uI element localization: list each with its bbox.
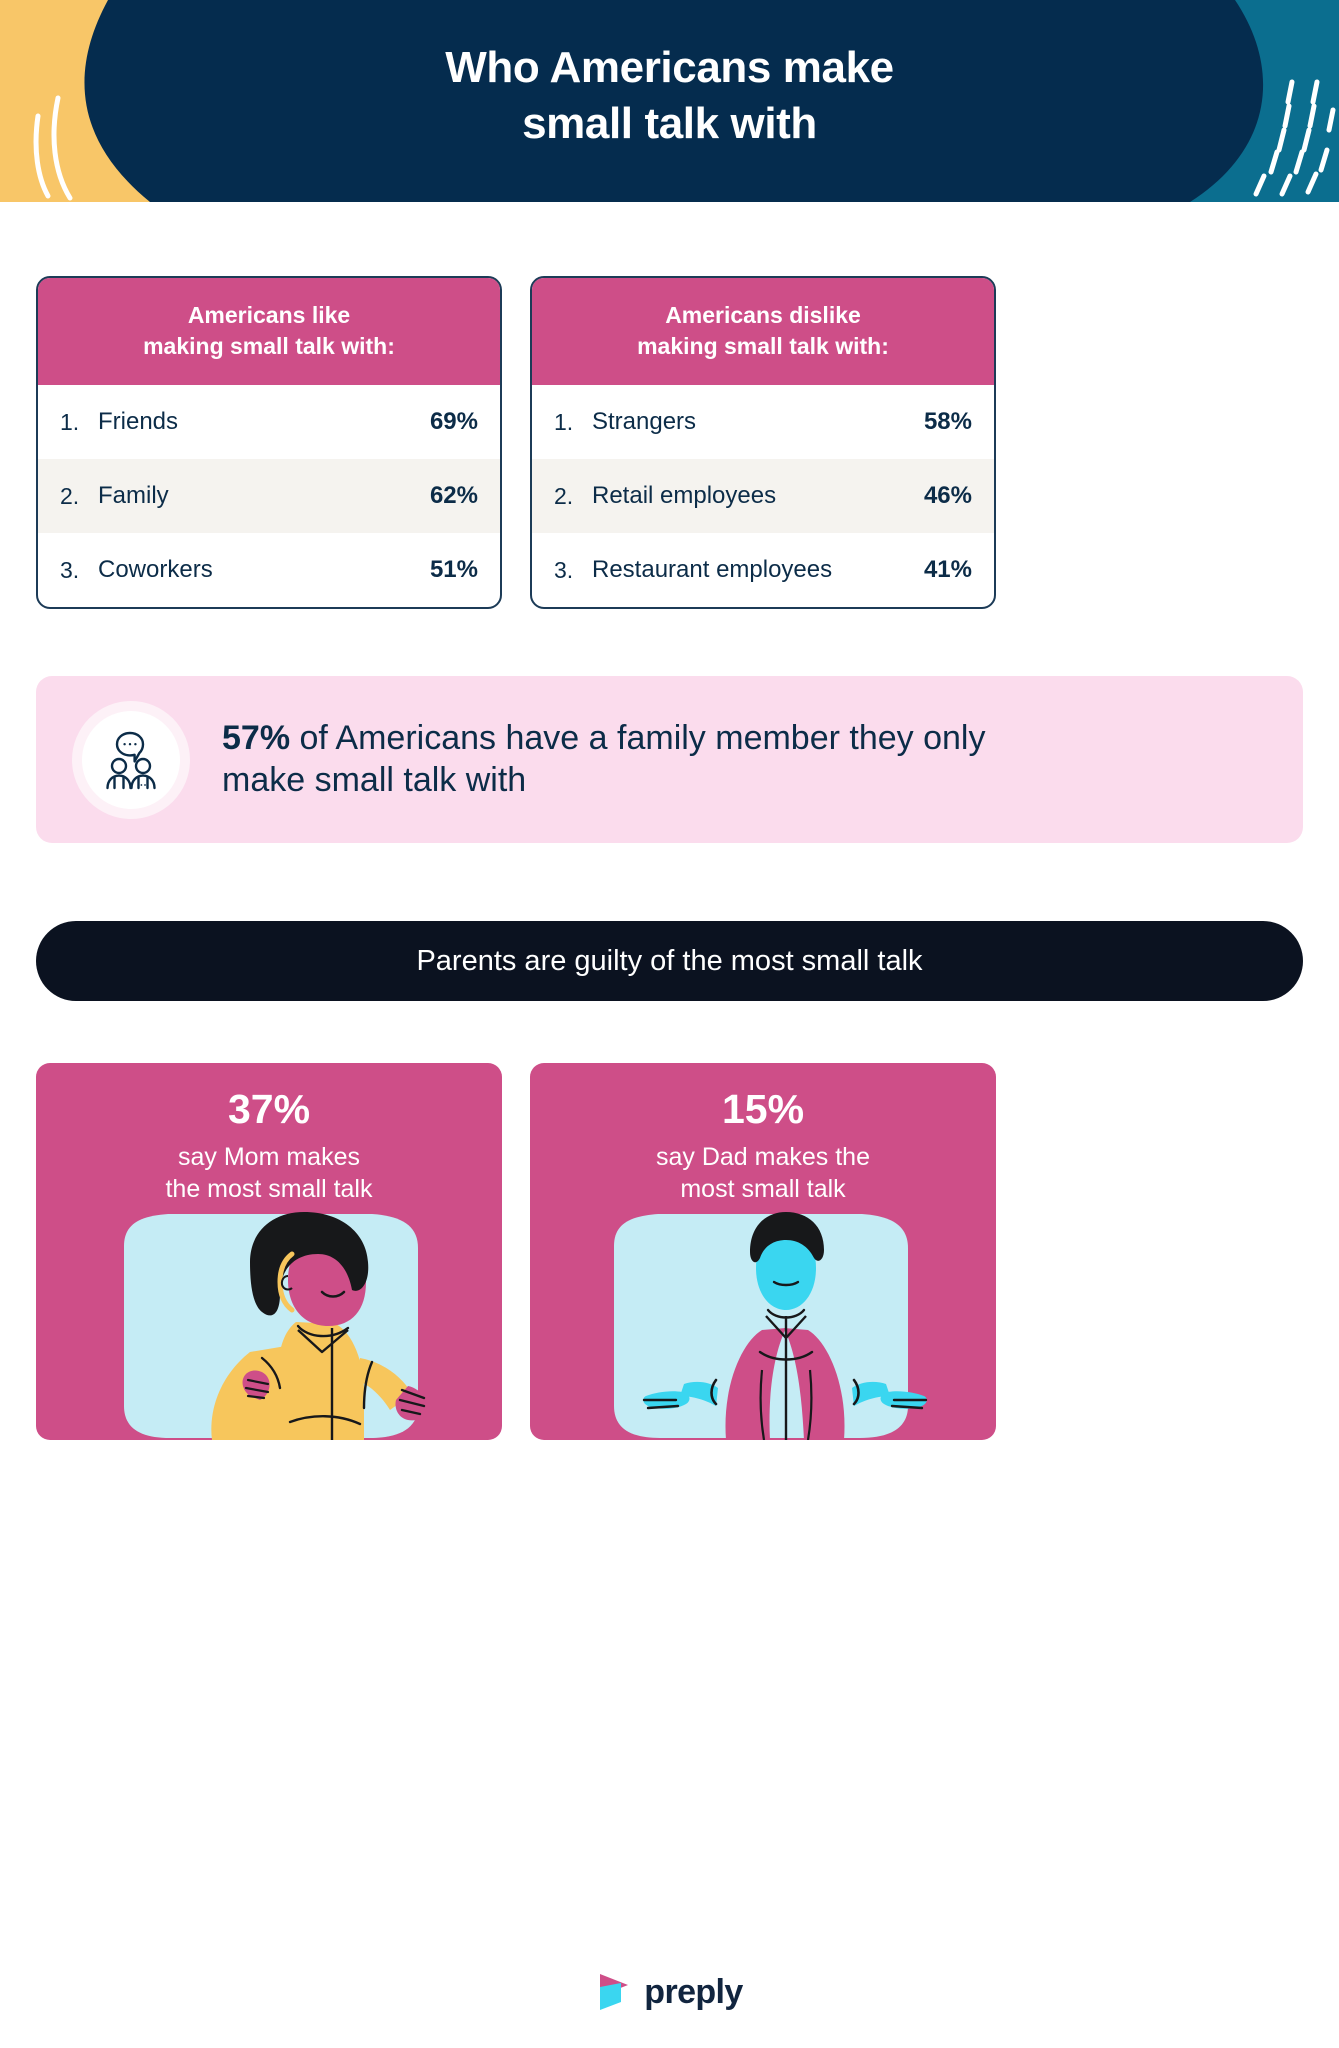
mom-stat-card: 37% say Mom makes the most small talk [36,1063,502,1440]
mom-caption-line-2: the most small talk [165,1174,373,1203]
callout-text: 57% of Americans have a family member th… [222,718,1062,801]
rank-percentage: 46% [923,482,972,510]
banner-text: Parents are guilty of the most small tal… [416,944,923,977]
table-row: 1. Friends 69% [38,385,500,459]
mom-illustration [124,1212,426,1440]
rank-percentage: 62% [429,482,478,510]
table-row: 2. Family 62% [38,459,500,534]
dislike-table-card: Americans dislike making small talk with… [530,276,996,610]
dad-illustration [614,1212,928,1440]
mom-figure [211,1212,426,1440]
table-row: 1. Strangers 58% [532,385,994,459]
dad-figure [642,1212,928,1440]
rank-percentage: 51% [429,556,478,584]
section-banner: Parents are guilty of the most small tal… [36,921,1303,1001]
title-line-2: small talk with [522,99,817,149]
rank-label: Restaurant employees [592,556,833,584]
dad-caption-line-2: most small talk [680,1174,846,1203]
mom-smile [320,1290,346,1298]
mom-headband [277,1251,295,1313]
like-header-line-2: making small talk with: [143,332,395,359]
rank-number: 2. [60,482,80,509]
brand-name[interactable]: preply [644,1972,743,2011]
header-banner: Who Americans make small talk with [0,0,1339,202]
mom-caption-line-1: say Mom makes [178,1143,360,1171]
table-row: 3. Restaurant employees 41% [532,533,994,607]
callout-badge [72,700,190,819]
like-header-line-1: Americans like [187,302,351,328]
table-row: 2. Retail employees 46% [532,459,994,534]
two-people-speech-bubble-icon [106,731,156,789]
rank-percentage: 69% [429,408,478,436]
rank-number: 1. [60,408,80,435]
dad-hair [750,1212,824,1263]
like-table-header: Americans like making small talk with: [38,278,500,386]
mom-caption: say Mom makes the most small talk [36,1142,502,1206]
table-row: 3. Coworkers 51% [38,533,500,607]
rank-number: 2. [554,482,574,509]
rank-number: 1. [554,408,574,435]
footer: preply [0,1972,1339,2012]
dad-stat-card: 15% say Dad makes the most small talk [530,1063,996,1440]
like-table-card: Americans like making small talk with: 1… [36,276,502,610]
rank-percentage: 58% [923,408,972,436]
rank-label: Friends [98,408,179,436]
parent-stat-cards: 37% say Mom makes the most small talk [36,1063,1303,1440]
dad-caption: say Dad makes the most small talk [530,1142,996,1206]
preply-logo-icon[interactable] [596,1972,632,2012]
rank-number: 3. [60,556,80,583]
rank-label: Retail employees [592,482,777,510]
rank-label: Coworkers [98,556,213,584]
white-curve-lines [33,95,73,201]
callout-stat: 57% [222,719,291,758]
callout-badge-inner [82,710,180,809]
dislike-header-line-1: Americans dislike [665,302,861,328]
dad-percentage: 15% [721,1086,805,1132]
title-line-1: Who Americans make [445,43,894,92]
header-decoration [0,0,1339,202]
rank-label: Strangers [592,408,697,436]
page-title: Who Americans make small talk with [0,40,1339,153]
dislike-header-line-2: making small talk with: [637,332,889,359]
dislike-table-header: Americans dislike making small talk with… [532,278,994,386]
mom-percentage: 37% [227,1086,311,1132]
family-stat-callout: 57% of Americans have a family member th… [36,676,1303,843]
callout-description: of Americans have a family member they o… [222,719,986,799]
rank-tables: Americans like making small talk with: 1… [36,276,1303,610]
rank-percentage: 41% [923,556,972,584]
rank-number: 3. [554,556,574,583]
rank-label: Family [98,482,169,510]
dad-caption-line-1: say Dad makes the [656,1143,870,1171]
white-dash-pattern [1253,79,1336,197]
